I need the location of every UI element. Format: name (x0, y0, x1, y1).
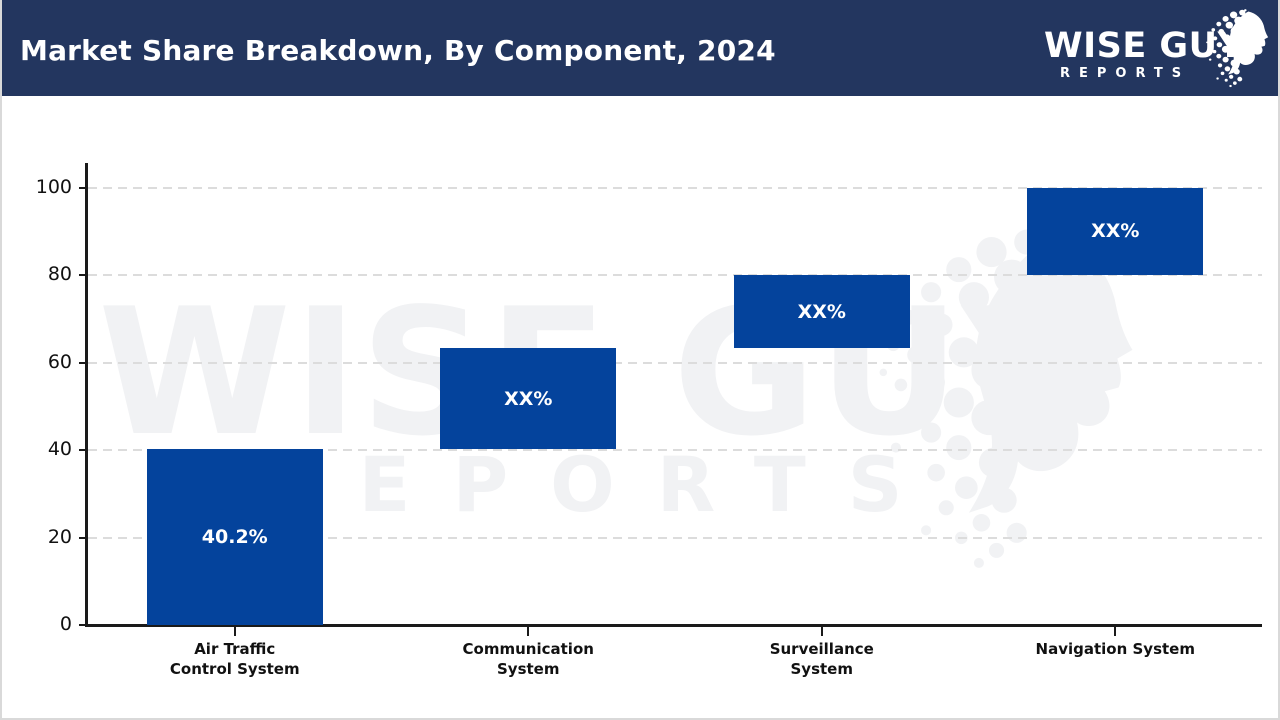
y-tick-mark-80 (79, 274, 87, 276)
y-tick-label-60: 60 (47, 350, 72, 373)
bar-communication-system: XX% (440, 348, 617, 450)
header-bar: Market Share Breakdown, By Component, 20… (0, 0, 1280, 96)
y-tick-mark-40 (79, 449, 87, 451)
wise-guy-logo: WISE GUY REPORTS (1012, 4, 1272, 94)
logo-head-icon (1196, 8, 1270, 94)
y-axis (85, 163, 88, 627)
logo-tagline-text: REPORTS (1060, 66, 1191, 81)
bar-value-label-navigation-system: XX% (1091, 220, 1140, 243)
bar-value-label-surveillance-system: XX% (797, 300, 846, 323)
y-tick-label-100: 100 (35, 175, 72, 198)
bar-air-traffic-control-system: 40.2% (146, 449, 323, 625)
watermark-tagline-text: REPORTS (258, 440, 945, 529)
y-tick-label-0: 0 (59, 613, 72, 635)
gridline-100 (88, 186, 1262, 189)
x-tick-mark-navigation-system (1114, 627, 1117, 636)
x-category-label-communication-system: Communication System (462, 640, 594, 678)
x-category-label-navigation-system: Navigation System (1035, 640, 1195, 658)
x-tick-mark-surveillance-system (820, 627, 823, 636)
y-tick-label-80: 80 (47, 263, 72, 285)
y-tick-label-20: 20 (47, 525, 72, 548)
gridline-20 (88, 536, 1262, 539)
y-tick-mark-100 (79, 186, 87, 189)
bar-value-label-air-traffic-control-system: 40.2% (201, 526, 268, 549)
x-category-label-air-traffic-control-system: Air Traffic Control System (169, 640, 300, 678)
x-axis (85, 624, 1262, 627)
bar-value-label-communication-system: XX% (504, 387, 553, 410)
x-category-label-surveillance-system: Surveillance System (769, 640, 874, 678)
y-tick-label-40: 40 (47, 438, 72, 460)
x-tick-mark-communication-system (527, 627, 530, 636)
bar-surveillance-system: XX% (733, 275, 910, 349)
y-tick-mark-60 (79, 361, 87, 364)
page-title: Market Share Breakdown, By Component, 20… (20, 34, 776, 67)
y-tick-mark-0 (79, 624, 87, 626)
gridline-40 (88, 449, 1262, 451)
x-tick-mark-air-traffic-control-system (233, 627, 236, 636)
bar-navigation-system: XX% (1027, 187, 1204, 275)
gridline-80 (88, 274, 1262, 276)
gridline-60 (88, 361, 1262, 364)
y-tick-mark-20 (79, 536, 87, 539)
